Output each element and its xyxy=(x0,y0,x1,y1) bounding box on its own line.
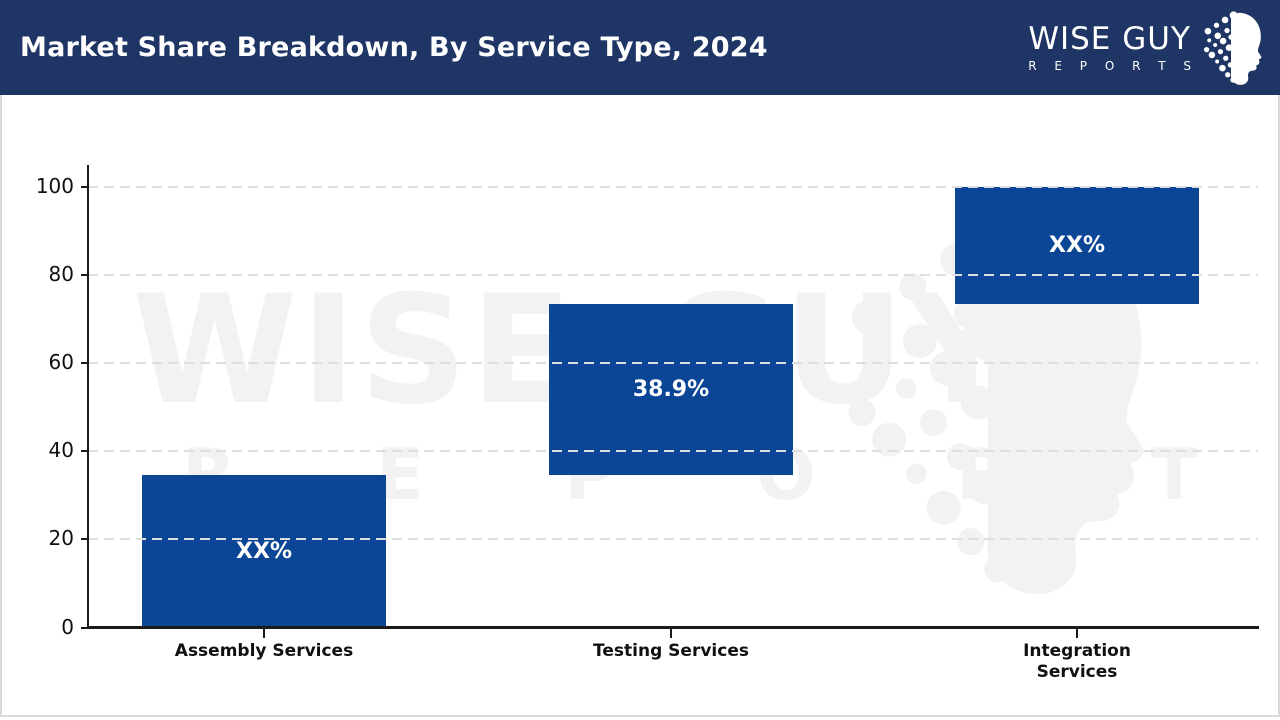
y-tick-label: 20 xyxy=(48,526,74,551)
x-category-label: Testing Services xyxy=(593,640,749,661)
x-tick-mark xyxy=(670,628,672,638)
y-gridline xyxy=(88,273,1258,276)
y-axis-line xyxy=(87,165,89,628)
y-tick-label: 80 xyxy=(48,261,74,286)
y-tick-mark xyxy=(81,626,88,629)
y-tick-mark xyxy=(81,273,88,276)
y-tick-mark xyxy=(81,362,88,365)
y-gridline xyxy=(88,185,1258,188)
x-tick-mark xyxy=(1076,628,1078,638)
y-tick-label: 0 xyxy=(61,614,74,639)
bar-segment: XX% xyxy=(955,186,1199,304)
bar-segment: XX% xyxy=(142,475,386,628)
x-axis-line xyxy=(87,626,1259,629)
bar-segment: 38.9% xyxy=(549,303,793,476)
wiseguy-logo-name: WISE GUY xyxy=(1028,20,1191,57)
y-tick-label: 100 xyxy=(35,173,74,198)
y-gridline xyxy=(88,362,1258,365)
x-category-label: Assembly Services xyxy=(174,640,354,661)
x-tick-mark xyxy=(263,628,265,638)
bar-value-label: XX% xyxy=(1049,232,1105,258)
page-title: Market Share Breakdown, By Service Type,… xyxy=(20,32,768,63)
chart-canvas-frame xyxy=(0,95,1280,717)
wiseguy-head-icon xyxy=(1203,10,1262,85)
bar-value-label: XX% xyxy=(236,538,292,564)
y-tick-mark xyxy=(81,538,88,541)
y-gridline xyxy=(88,538,1258,541)
header-bar: Market Share Breakdown, By Service Type,… xyxy=(0,0,1280,95)
wiseguy-logo-text: WISE GUY R E P O R T S xyxy=(1021,20,1198,73)
y-tick-label: 40 xyxy=(48,438,74,463)
x-category-label: Integration Services xyxy=(1023,640,1131,682)
y-gridline xyxy=(88,450,1258,453)
y-tick-label: 60 xyxy=(48,350,74,375)
bar-value-label: 38.9% xyxy=(632,377,710,403)
wiseguy-logo-tagline: R E P O R T S xyxy=(1028,58,1198,73)
y-tick-mark xyxy=(81,450,88,453)
wiseguy-logo: WISE GUY R E P O R T S xyxy=(1021,9,1266,87)
y-tick-mark xyxy=(81,185,88,188)
